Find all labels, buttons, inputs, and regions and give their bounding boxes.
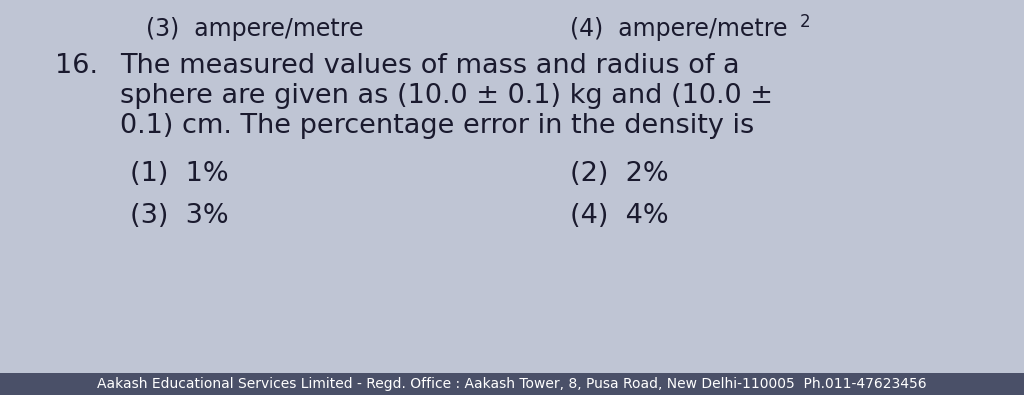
Text: 0.1) cm. The percentage error in the density is: 0.1) cm. The percentage error in the den… bbox=[120, 113, 755, 139]
Text: 16.: 16. bbox=[55, 53, 98, 79]
Text: Aakash Educational Services Limited - Regd. Office : Aakash Tower, 8, Pusa Road,: Aakash Educational Services Limited - Re… bbox=[97, 377, 927, 391]
Text: (3)  ampere/metre: (3) ampere/metre bbox=[146, 17, 364, 41]
Bar bbox=[0, 373, 1024, 395]
Text: (1)  1%: (1) 1% bbox=[130, 161, 228, 187]
Text: (2)  2%: (2) 2% bbox=[570, 161, 669, 187]
Text: (3)  3%: (3) 3% bbox=[130, 203, 228, 229]
Text: 2: 2 bbox=[800, 13, 811, 31]
Text: sphere are given as (10.0 ± 0.1) kg and (10.0 ±: sphere are given as (10.0 ± 0.1) kg and … bbox=[120, 83, 773, 109]
Text: The measured values of mass and radius of a: The measured values of mass and radius o… bbox=[120, 53, 739, 79]
Text: (4)  4%: (4) 4% bbox=[570, 203, 669, 229]
Text: (4)  ampere/metre: (4) ampere/metre bbox=[570, 17, 787, 41]
